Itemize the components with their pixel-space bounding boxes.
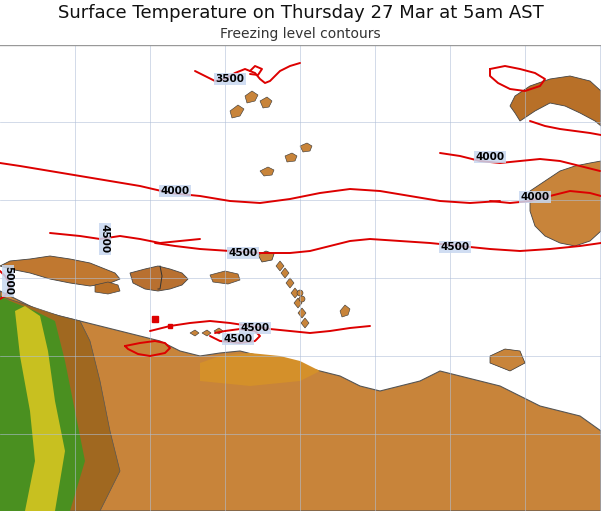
Text: 4500: 4500: [228, 248, 258, 258]
Polygon shape: [294, 298, 302, 308]
Polygon shape: [245, 91, 258, 103]
Polygon shape: [490, 349, 525, 371]
Circle shape: [299, 296, 305, 302]
Polygon shape: [0, 291, 601, 511]
Polygon shape: [260, 97, 272, 108]
Polygon shape: [210, 271, 240, 284]
Text: Surface Temperature on Thursday 27 Mar at 5am AST: Surface Temperature on Thursday 27 Mar a…: [58, 4, 543, 21]
Polygon shape: [260, 167, 274, 176]
Polygon shape: [291, 288, 299, 298]
Polygon shape: [300, 143, 312, 152]
Text: 4000: 4000: [475, 152, 505, 162]
Polygon shape: [281, 268, 289, 278]
Polygon shape: [258, 251, 274, 262]
Polygon shape: [301, 318, 309, 328]
Text: 5000: 5000: [3, 267, 13, 295]
Text: Freezing level contours: Freezing level contours: [220, 27, 381, 41]
Polygon shape: [510, 76, 601, 126]
Polygon shape: [200, 353, 320, 386]
Polygon shape: [0, 296, 120, 511]
Polygon shape: [202, 330, 211, 336]
Text: 4500: 4500: [441, 242, 469, 252]
Polygon shape: [285, 153, 297, 162]
Polygon shape: [214, 328, 223, 334]
Polygon shape: [0, 256, 120, 286]
Text: 4500: 4500: [224, 334, 252, 344]
Polygon shape: [298, 308, 306, 318]
Text: 4000: 4000: [520, 192, 549, 202]
Polygon shape: [340, 305, 350, 317]
Polygon shape: [0, 296, 85, 511]
Text: 3500: 3500: [216, 74, 245, 84]
Polygon shape: [130, 266, 188, 291]
Text: 4500: 4500: [240, 323, 270, 333]
Polygon shape: [190, 330, 199, 336]
Circle shape: [297, 290, 303, 296]
Polygon shape: [15, 306, 65, 511]
Polygon shape: [230, 105, 244, 118]
Text: 4500: 4500: [100, 224, 110, 253]
Polygon shape: [286, 278, 294, 288]
Polygon shape: [95, 282, 120, 294]
Text: 4000: 4000: [160, 186, 189, 196]
Polygon shape: [530, 161, 601, 246]
Polygon shape: [276, 261, 284, 271]
